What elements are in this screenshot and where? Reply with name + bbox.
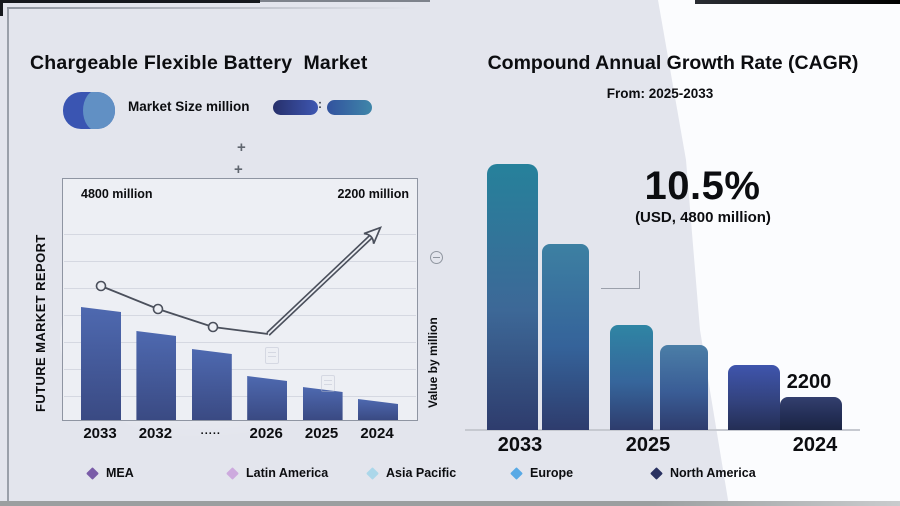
legend-label: North America <box>670 466 756 480</box>
legend-diamond-icon <box>650 466 663 480</box>
cylinder-lens <box>83 92 111 129</box>
legend-label: Latin America <box>246 466 329 480</box>
top-right-border-strip <box>695 0 900 4</box>
cagr-bar-3 <box>610 325 653 430</box>
legend-item-latin-america: Latin America <box>226 463 329 483</box>
x-label-2026: 2026 <box>249 425 283 442</box>
market-size-bar-2032 <box>136 331 177 420</box>
x-label-2024: 2024 <box>360 425 394 442</box>
x-label-2025: 2025 <box>304 425 339 442</box>
market-size-bar-2025 <box>302 387 343 420</box>
x-label-2032: 2032 <box>138 425 173 442</box>
bottom-border-strip <box>0 501 900 506</box>
value-label-2200: 2200 <box>786 371 832 393</box>
ratio-colon: : <box>318 97 322 111</box>
left-chart-title: Chargeable Flexible Battery Market <box>30 52 368 74</box>
right-x-axis-line <box>465 429 860 431</box>
top-border-strip <box>0 0 260 3</box>
chart-gridlines <box>64 208 416 418</box>
future-market-report-watermark: FUTURE MARKET REPORT <box>33 234 48 412</box>
step-bracket-decoration <box>601 271 640 289</box>
market-size-chart-panel: 4800 million 2200 million <box>62 178 418 421</box>
annotation-2200-million: 2200 million <box>337 187 409 201</box>
legend-diamond-icon <box>226 466 239 480</box>
market-size-bar-..... <box>191 349 232 420</box>
watermark-clipboard-icon <box>321 375 335 392</box>
region-legend: MEA Latin America Asia Pacific Europe North … <box>0 463 900 487</box>
ratio-pill-left <box>273 100 318 115</box>
top-border-strip-light <box>260 0 430 2</box>
cagr-period: From: 2025-2033 <box>606 86 714 101</box>
market-size-bar-2033 <box>81 307 121 420</box>
cagr-bar-1 <box>487 164 538 430</box>
cagr-bar-4 <box>660 345 708 430</box>
x-label-2033: 2033 <box>83 425 117 442</box>
left-x-axis-labels: 2033 2032..... 2026 2025 2024 <box>62 425 418 445</box>
legend-diamond-icon <box>86 466 99 480</box>
value-by-million-axis-label: Value by million <box>426 317 440 408</box>
right-x-label-2033: 2033 <box>497 434 543 456</box>
minus-circle-icon <box>430 251 443 264</box>
cagr-bar-5 <box>728 365 780 430</box>
ratio-pill-right <box>327 100 372 115</box>
right-x-label-2024: 2024 <box>792 434 838 456</box>
legend-item-north-america: North America <box>650 463 756 483</box>
right-x-label-2025: 2025 <box>625 434 671 456</box>
trend-line-arrow <box>95 226 382 336</box>
cagr-bar-2 <box>542 244 589 430</box>
inset-frame-vertical <box>7 7 9 501</box>
legend-diamond-icon <box>366 466 379 480</box>
plus-decoration-1: + <box>237 139 246 156</box>
left-border-strip <box>0 0 3 16</box>
annotation-4800-million: 4800 million <box>81 187 153 201</box>
legend-diamond-icon <box>510 466 523 480</box>
legend-label: Europe <box>530 466 574 480</box>
cagr-value: 10.5% <box>644 164 761 208</box>
legend-label: MEA <box>106 466 134 480</box>
cagr-bar-6 <box>780 397 842 430</box>
plus-decoration-2: + <box>234 161 243 178</box>
legend-label: Asia Pacific <box>386 466 457 480</box>
x-label-.....: ..... <box>200 425 221 437</box>
market-size-bar-2026 <box>247 376 288 420</box>
legend-item-asia-pacific: Asia Pacific <box>366 463 457 483</box>
cagr-detail: (USD, 4800 million) <box>635 209 771 226</box>
legend-item-mea: MEA <box>86 463 134 483</box>
market-size-bar-2024 <box>358 399 398 420</box>
cagr-title: Compound Annual Growth Rate (CAGR) <box>487 52 859 74</box>
legend-item-europe: Europe <box>510 463 574 483</box>
watermark-clipboard-icon <box>265 347 279 364</box>
cagr-chart <box>460 150 870 431</box>
battery-cylinder-icon <box>63 92 115 129</box>
market-size-label: Market Size million <box>128 99 250 114</box>
inset-frame-horizontal <box>7 7 417 9</box>
